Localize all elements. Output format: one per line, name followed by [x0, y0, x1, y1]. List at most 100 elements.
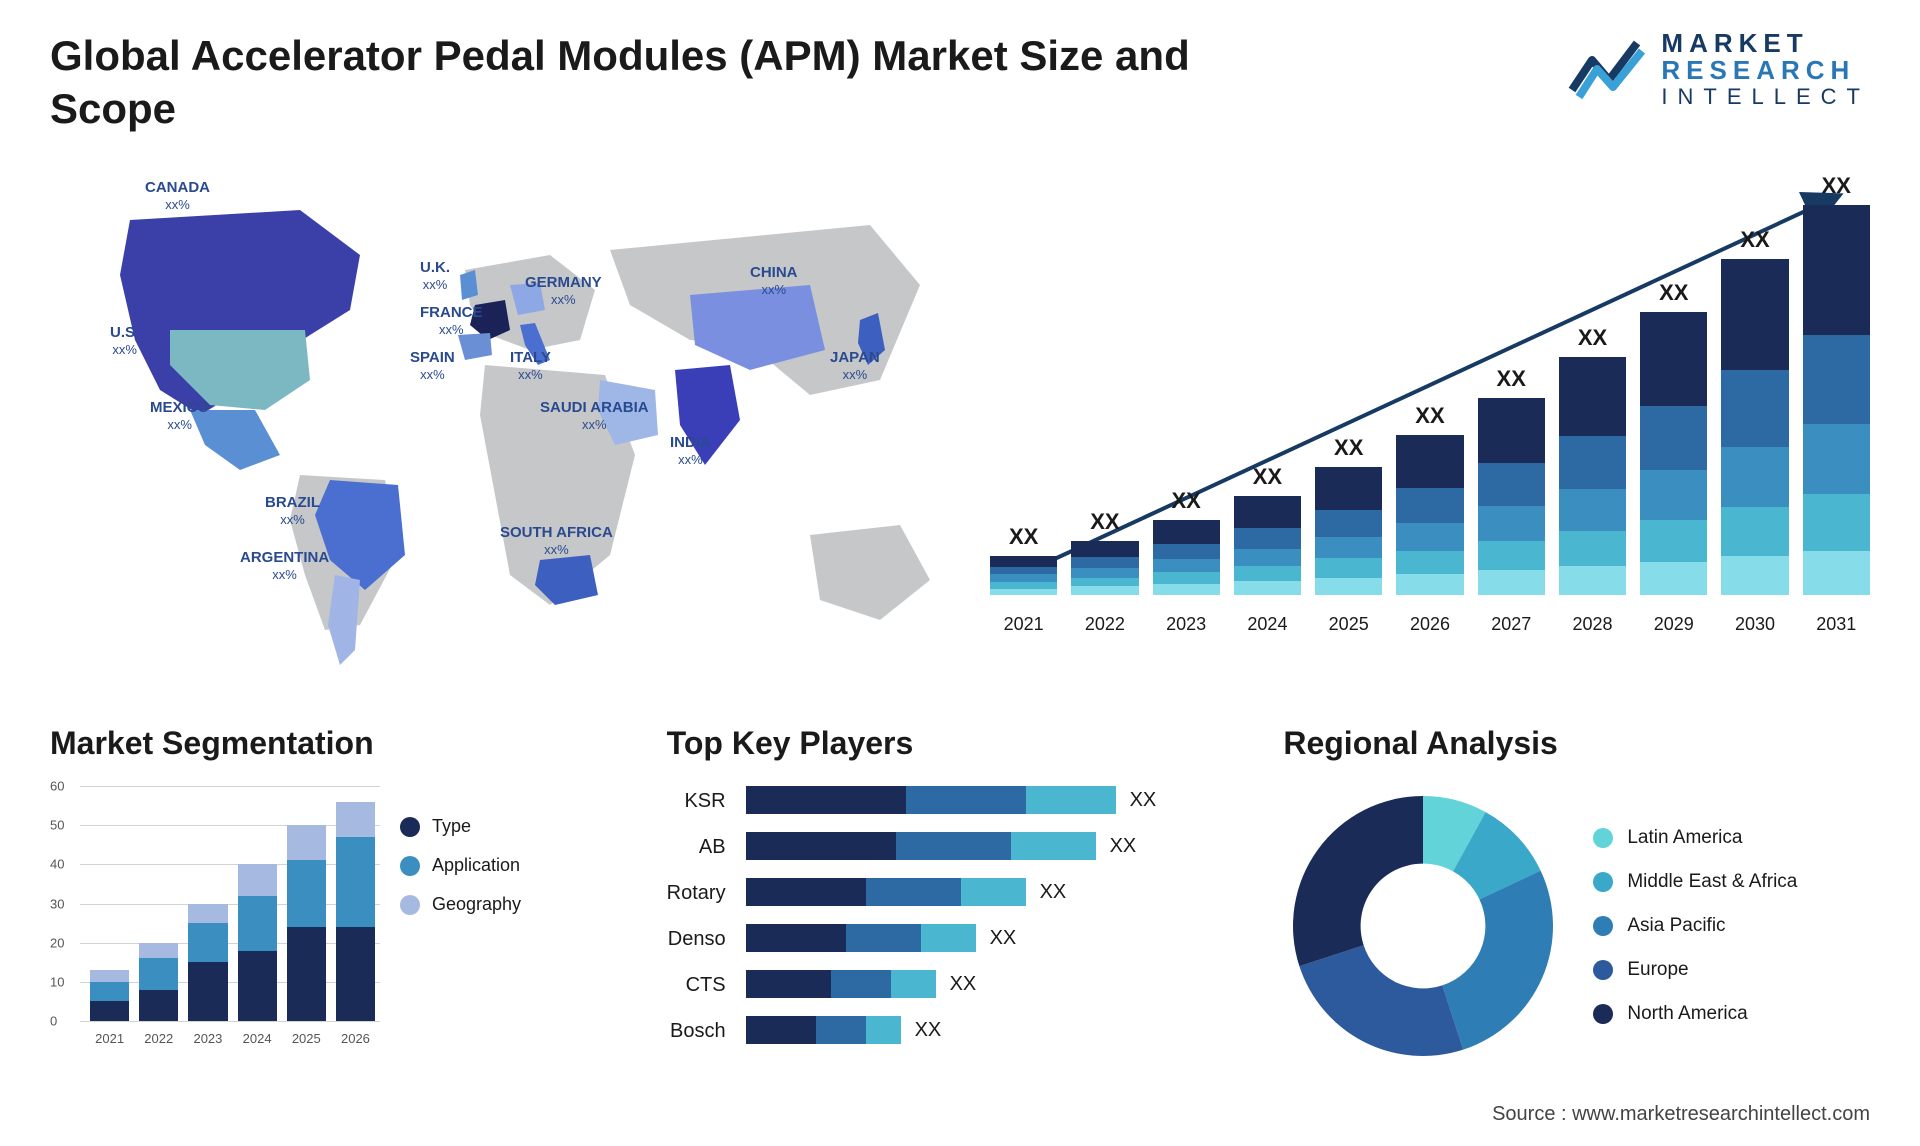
- seg-ytick-60: 60: [50, 779, 64, 794]
- donut-legend-middle-east---africa: Middle East & Africa: [1593, 871, 1797, 893]
- donut-slice-europe: [1300, 945, 1464, 1056]
- map-label-japan: JAPANxx%: [830, 350, 880, 383]
- player-label-rotary: Rotary: [667, 882, 726, 910]
- map-label-china: CHINAxx%: [750, 265, 798, 298]
- growth-col-2031: XX: [1803, 173, 1870, 595]
- player-row-ksr: XX: [746, 786, 1254, 814]
- donut-slice-north-america: [1293, 796, 1423, 966]
- seg-ytick-50: 50: [50, 818, 64, 833]
- seg-ytick-10: 10: [50, 974, 64, 989]
- donut-legend-europe: Europe: [1593, 959, 1797, 981]
- seg-ytick-30: 30: [50, 896, 64, 911]
- player-label-bosch: Bosch: [667, 1020, 726, 1048]
- seg-year-2021: 2021: [90, 1031, 129, 1046]
- growth-year-2025: 2025: [1315, 614, 1382, 635]
- growth-col-2029: XX: [1640, 280, 1707, 595]
- growth-year-2021: 2021: [990, 614, 1057, 635]
- seg-year-2022: 2022: [139, 1031, 178, 1046]
- donut-legend-asia-pacific: Asia Pacific: [1593, 915, 1797, 937]
- players-chart: XX XX XX XX XX XX: [746, 786, 1254, 1048]
- growth-col-2030: XX: [1721, 227, 1788, 595]
- logo-line-3: INTELLECT: [1661, 85, 1870, 108]
- donut-slice-asia-pacific: [1443, 871, 1554, 1050]
- growth-year-2023: 2023: [1153, 614, 1220, 635]
- growth-year-2024: 2024: [1234, 614, 1301, 635]
- growth-col-2027: XX: [1478, 366, 1545, 595]
- segmentation-chart: 0102030405060 202120222023202420252026: [50, 786, 380, 1046]
- page-title: Global Accelerator Pedal Modules (APM) M…: [50, 30, 1250, 135]
- seg-col-2025: [287, 825, 326, 1021]
- source-text: Source : www.marketresearchintellect.com: [1492, 1103, 1870, 1126]
- map-label-france: FRANCExx%: [420, 305, 483, 338]
- seg-col-2024: [238, 864, 277, 1021]
- growth-year-2031: 2031: [1803, 614, 1870, 635]
- seg-year-2025: 2025: [287, 1031, 326, 1046]
- players-title: Top Key Players: [667, 725, 1254, 762]
- seg-legend-geography: Geography: [400, 894, 521, 915]
- logo-line-2: RESEARCH: [1661, 57, 1870, 84]
- growth-col-2025: XX: [1315, 435, 1382, 595]
- seg-col-2026: [336, 802, 375, 1021]
- logo-line-1: MARKET: [1661, 30, 1870, 57]
- seg-col-2023: [188, 904, 227, 1021]
- segmentation-legend: Type Application Geography: [400, 786, 521, 1046]
- player-label-cts: CTS: [667, 974, 726, 1002]
- seg-ytick-20: 20: [50, 935, 64, 950]
- regional-panel: Regional Analysis Latin America Middle Ea…: [1283, 725, 1870, 1066]
- players-panel: Top Key Players KSR AB Rotary Denso CTS Bosch…: [667, 725, 1254, 1066]
- map-label-uk: U.K.xx%: [420, 260, 450, 293]
- map-label-us: U.S.xx%: [110, 325, 139, 358]
- seg-year-2023: 2023: [188, 1031, 227, 1046]
- donut-legend-north-america: North America: [1593, 1003, 1797, 1025]
- brand-logo: MARKET RESEARCH INTELLECT: [1567, 30, 1870, 108]
- growth-col-2023: XX: [1153, 488, 1220, 595]
- map-label-germany: GERMANYxx%: [525, 275, 602, 308]
- seg-year-2026: 2026: [336, 1031, 375, 1046]
- map-label-india: INDIAxx%: [670, 435, 711, 468]
- player-label-denso: Denso: [667, 928, 726, 956]
- player-label-ab: AB: [667, 836, 726, 864]
- growth-col-2026: XX: [1396, 403, 1463, 595]
- seg-legend-application: Application: [400, 855, 521, 876]
- seg-ytick-40: 40: [50, 857, 64, 872]
- growth-col-2024: XX: [1234, 464, 1301, 595]
- map-label-southafrica: SOUTH AFRICAxx%: [500, 525, 613, 558]
- growth-col-2022: XX: [1071, 509, 1138, 595]
- seg-year-2024: 2024: [238, 1031, 277, 1046]
- player-row-bosch: XX: [746, 1016, 1254, 1044]
- player-label-ksr: KSR: [667, 790, 726, 818]
- map-label-mexico: MEXICOxx%: [150, 400, 209, 433]
- player-row-rotary: XX: [746, 878, 1254, 906]
- map-label-saudiarabia: SAUDI ARABIAxx%: [540, 400, 649, 433]
- seg-legend-type: Type: [400, 816, 521, 837]
- growth-chart: XXXXXXXXXXXXXXXXXXXXXX 20212022202320242…: [990, 155, 1870, 635]
- growth-col-2021: XX: [990, 524, 1057, 595]
- growth-year-2022: 2022: [1071, 614, 1138, 635]
- growth-year-2028: 2028: [1559, 614, 1626, 635]
- growth-year-2029: 2029: [1640, 614, 1707, 635]
- growth-year-2030: 2030: [1721, 614, 1788, 635]
- regional-donut: [1283, 786, 1563, 1066]
- player-row-cts: XX: [746, 970, 1254, 998]
- regional-legend: Latin America Middle East & Africa Asia Pa…: [1593, 827, 1797, 1025]
- regional-title: Regional Analysis: [1283, 725, 1870, 762]
- world-map-panel: CANADAxx% U.S.xx% MEXICOxx% BRAZILxx% ARGENT…: [50, 155, 950, 685]
- logo-icon: [1567, 35, 1647, 103]
- player-row-denso: XX: [746, 924, 1254, 952]
- map-label-brazil: BRAZILxx%: [265, 495, 320, 528]
- seg-col-2021: [90, 970, 129, 1021]
- map-label-argentina: ARGENTINAxx%: [240, 550, 329, 583]
- growth-year-2026: 2026: [1396, 614, 1463, 635]
- map-label-spain: SPAINxx%: [410, 350, 455, 383]
- map-label-canada: CANADAxx%: [145, 180, 210, 213]
- segmentation-panel: Market Segmentation 0 10 20 30 40 50 60 2021 20…: [50, 725, 637, 1066]
- seg-ytick-0: 0: [50, 1014, 57, 1029]
- segmentation-title: Market Segmentation: [50, 725, 637, 762]
- growth-col-2028: XX: [1559, 325, 1626, 595]
- growth-year-2027: 2027: [1478, 614, 1545, 635]
- player-row-ab: XX: [746, 832, 1254, 860]
- donut-legend-latin-america: Latin America: [1593, 827, 1797, 849]
- map-region-uk: [460, 270, 478, 300]
- map-region-oc: [810, 525, 930, 620]
- seg-col-2022: [139, 943, 178, 1021]
